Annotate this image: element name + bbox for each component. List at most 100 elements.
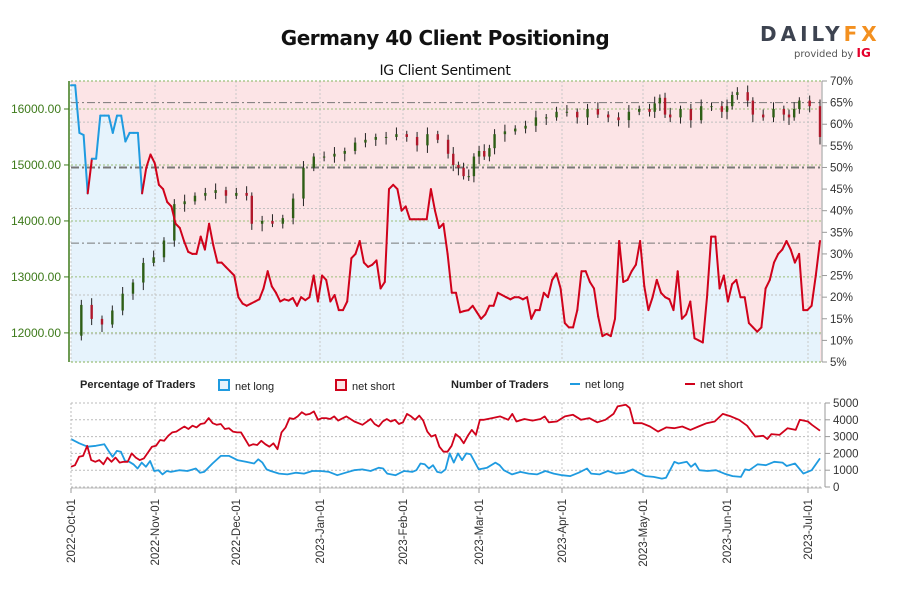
main-plot-axes: 12000.00 13000.00 14000.00 15000.00 16000.00… [11,76,853,369]
candle-body [586,108,589,118]
pct-line-segment [597,315,604,338]
candle-body [648,108,651,112]
pct-line-segment [475,311,483,320]
candle-body [100,318,104,325]
candle-body [607,114,610,118]
pct-line-segment [308,274,315,299]
pct-line-segment [170,205,177,225]
candle-body [493,134,496,149]
pct-line-segment [166,201,173,208]
net-short-box-icon [335,379,347,391]
candle-body [353,142,357,151]
candle-body [142,262,145,283]
pct-line-segment [82,134,89,195]
candle-body [472,156,476,177]
pct-line-segment [618,240,625,283]
lower-plot-grid [70,402,822,488]
right-axis-tick-label: 60% [830,119,853,131]
pct-line-segment [442,222,449,255]
pct-line-segment [547,278,554,299]
candle-body [477,150,481,157]
net-long-box-icon [218,379,230,391]
pct-line-segment [392,183,399,191]
right-axis-tick-label: 5% [830,357,847,369]
pct-line-segment [333,294,340,312]
candle-body [90,304,93,319]
legend-num-long-text: net long [585,379,625,391]
pct-line-segment [643,285,650,312]
pct-line-segment [136,131,144,195]
pct-line-segment [706,235,713,299]
pct-line-segment [492,291,499,307]
pct-line-segment [379,281,386,290]
pct-line-segment [107,114,114,134]
right-axis-tick-label: 35% [830,227,853,239]
pct-line-segment [342,300,349,312]
pct-line-segment [814,240,821,277]
candle-body [669,114,672,118]
candle-body [395,134,398,137]
count-axis-tick-label: 1000 [833,465,859,477]
candle-body [596,108,600,115]
dailyfx-logo: DAILYFX provided by IG [760,22,890,62]
candle-body [787,114,791,118]
left-axis-tick-label: 15000.00 [11,158,61,172]
candle-body [436,134,439,140]
candle-body [405,134,408,137]
pct-line-segment [810,274,817,307]
legend-pct-short-text: net short [352,381,395,393]
pct-line-segment [572,309,579,329]
pct-line-segment [111,114,118,134]
count-axis-tick-label: 0 [833,482,839,494]
pct-line-segment [86,157,93,195]
candle-body [214,190,217,193]
right-axis-tick-label: 15% [830,314,853,326]
pct-line-segment [258,287,265,301]
net-long-line-icon [570,383,580,385]
pct-line-segment [639,240,646,288]
candle-body [152,257,155,263]
chart-subtitle: IG Client Sentiment [379,63,511,79]
candle-body [260,220,264,224]
candle-body [312,156,315,168]
pct-line-segment [680,313,688,320]
legend-num-short-text: net short [700,379,743,391]
count-axis-tick-label: 2000 [833,448,859,460]
candle-body [627,111,631,121]
right-axis-tick-label: 30% [830,249,853,261]
pct-line-segment [484,304,491,316]
left-axis-tick-label: 12000.00 [11,326,61,340]
pct-line-segment [203,222,211,251]
net-short-count-line [70,403,821,468]
candle-body [818,106,822,137]
left-axis-tick-label: 16000.00 [11,102,61,116]
candle-body [80,304,83,336]
pct-line-segment [237,296,244,305]
legend-pct-long: net long [218,379,274,395]
date-axis-tick-label: 2022-Dec-01 [231,499,243,565]
left-axis-tick-label: 14000.00 [11,214,61,228]
candle-body [488,148,491,157]
logo-y: Y [825,22,844,46]
pct-line-segment [141,166,148,195]
right-axis-tick-label: 70% [830,76,853,88]
pct-line-segment [224,265,231,273]
pct-line-segment [798,252,805,312]
candle-body [446,139,450,154]
pct-line-segment [425,188,432,221]
pct-line-segment [718,274,725,290]
pct-line-segment [325,278,332,303]
pct-line-segment [584,270,591,283]
pct-line-segment [714,235,721,290]
candle-body [457,164,460,168]
pct-line-segment [676,270,683,320]
right-axis-tick-label: 45% [830,184,853,196]
trader-count-lines [70,403,821,480]
date-axis-tick-label: 2022-Oct-01 [66,499,78,563]
pct-line-segment [195,235,202,255]
right-axis-tick-label: 40% [830,206,853,218]
pct-line-segment [689,300,696,340]
candle-body [384,136,388,138]
candle-body [699,106,703,121]
candle-body [111,310,114,325]
